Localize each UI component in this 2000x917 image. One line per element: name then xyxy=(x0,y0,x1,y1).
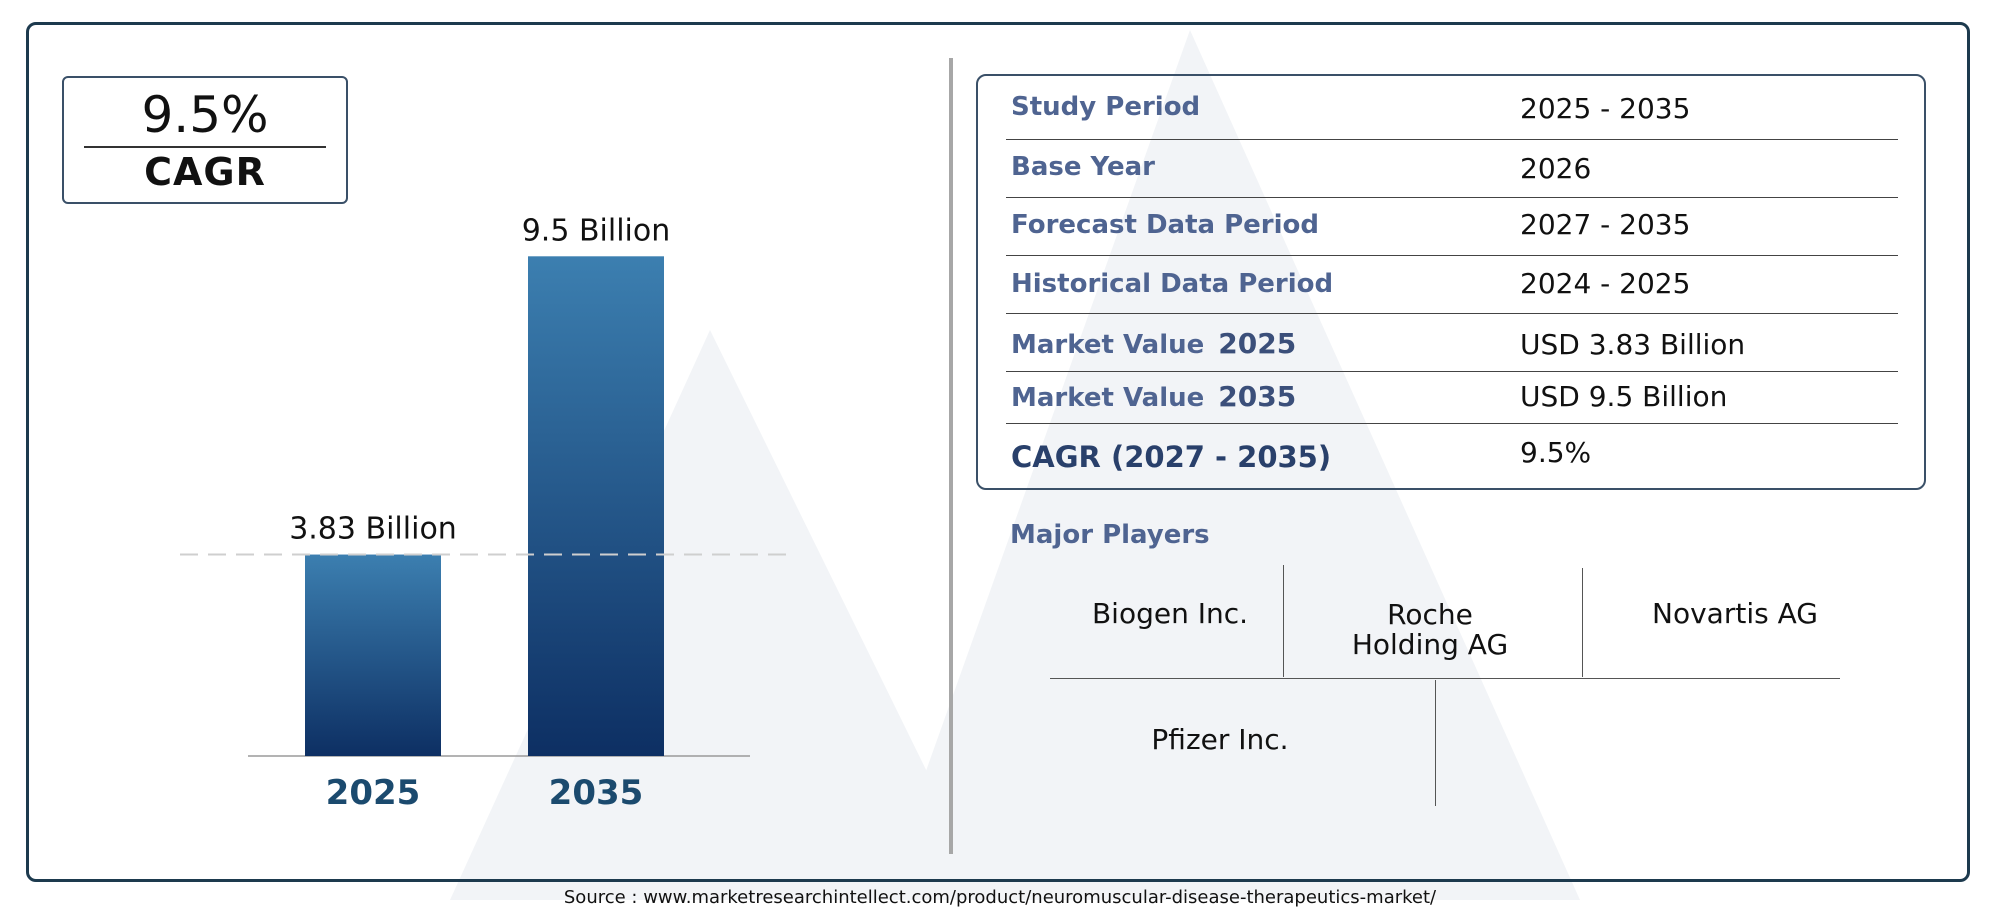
info-row-historical-period: Historical Data Period 2024 - 2025 xyxy=(1006,256,1898,314)
cagr-divider xyxy=(84,146,326,148)
info-value: USD 3.83 Billion xyxy=(1520,328,1746,361)
cagr-summary-box: 9.5% CAGR xyxy=(62,76,348,204)
info-row-cagr: CAGR (2027 - 2035) 9.5% xyxy=(1006,426,1898,482)
info-label: Market Value 2025 xyxy=(1011,327,1297,360)
info-label-year: 2025 xyxy=(1218,327,1297,360)
card-frame xyxy=(26,22,1970,882)
info-label: Historical Data Period xyxy=(1011,269,1334,299)
bar-2025 xyxy=(305,554,441,756)
market-value-bar-chart: 3.83 Billion 2025 9.5 Billion 2035 xyxy=(180,213,790,813)
info-label: Market Value 2035 xyxy=(1011,380,1297,413)
info-value: 9.5% xyxy=(1520,436,1592,469)
info-value: USD 9.5 Billion xyxy=(1520,380,1728,413)
source-note: Source : www.marketresearchintellect.com… xyxy=(563,887,1437,908)
info-label-year: 2035 xyxy=(1218,380,1297,413)
category-label: 2035 xyxy=(549,773,644,813)
category-label: 2025 xyxy=(326,773,421,813)
info-value: 2025 - 2035 xyxy=(1520,92,1691,125)
player-name: Biogen Inc. xyxy=(1091,597,1249,630)
info-label: CAGR (2027 - 2035) xyxy=(1011,440,1332,474)
info-row-market-value-2035: Market Value 2035 USD 9.5 Billion xyxy=(1006,372,1898,424)
info-row-forecast-period: Forecast Data Period 2027 - 2035 xyxy=(1006,198,1898,256)
info-row-study-period: Study Period 2025 - 2035 xyxy=(1006,84,1898,140)
players-divider xyxy=(1050,678,1840,679)
bar-data-label: 3.83 Billion xyxy=(289,512,457,547)
info-value: 2024 - 2025 xyxy=(1520,267,1691,300)
major-players-title: Major Players xyxy=(1010,520,1210,550)
bar-data-label: 9.5 Billion xyxy=(522,213,671,248)
vertical-divider xyxy=(949,58,953,854)
players-divider xyxy=(1283,565,1284,677)
info-row-market-value-2025: Market Value 2025 USD 3.83 Billion xyxy=(1006,314,1898,372)
info-label: Study Period xyxy=(1011,92,1201,122)
market-info-table xyxy=(976,74,1926,490)
player-name: Pfizer Inc. xyxy=(1151,723,1289,756)
cagr-value: 9.5% xyxy=(141,86,269,144)
info-label: Base Year xyxy=(1011,152,1155,182)
player-name: Roche Holding AG xyxy=(1351,598,1509,661)
players-divider xyxy=(1435,680,1436,806)
bar-2035 xyxy=(528,256,664,756)
info-value: 2027 - 2035 xyxy=(1520,208,1691,241)
info-value: 2026 xyxy=(1520,152,1592,185)
cagr-label: CAGR xyxy=(144,150,266,194)
info-label: Forecast Data Period xyxy=(1011,210,1319,240)
info-row-base-year: Base Year 2026 xyxy=(1006,140,1898,198)
player-name: Novartis AG xyxy=(1652,597,1818,630)
players-divider xyxy=(1582,568,1583,677)
